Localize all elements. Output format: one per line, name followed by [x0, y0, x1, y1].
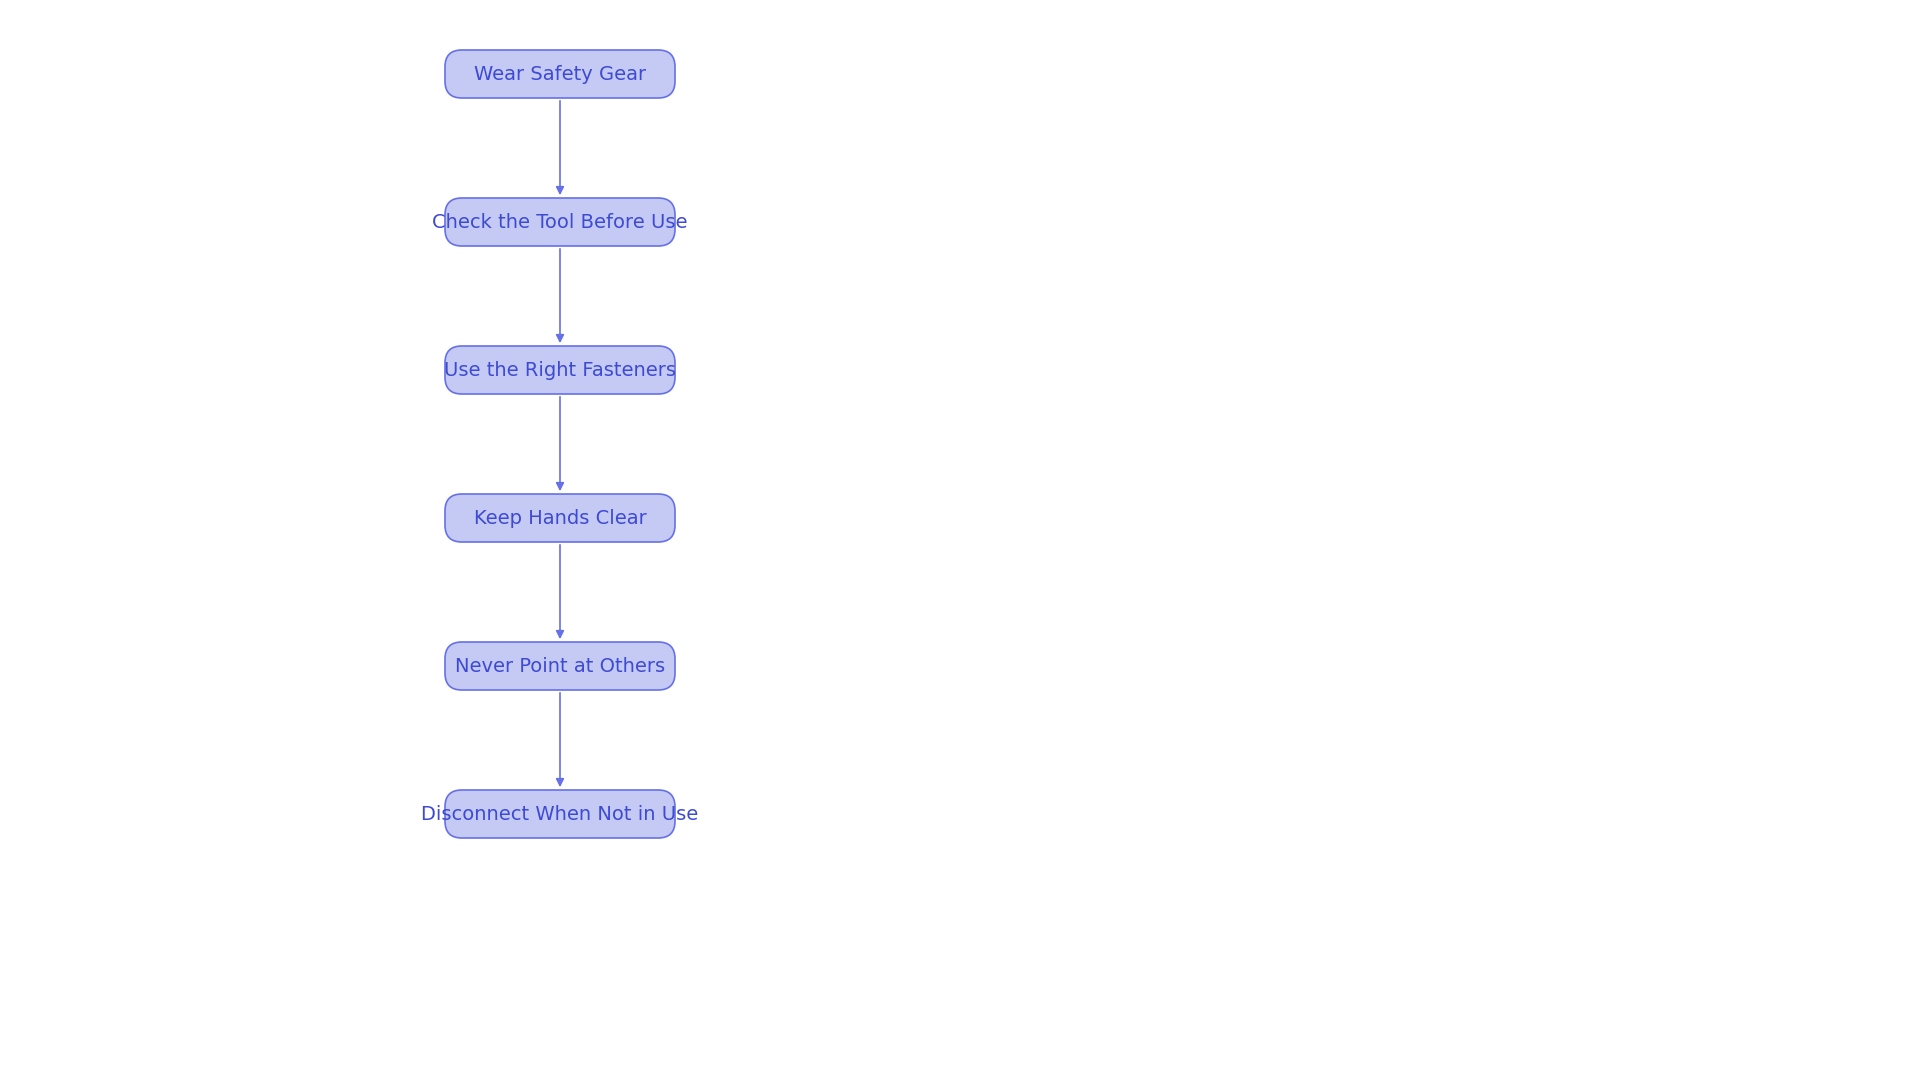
- FancyBboxPatch shape: [445, 198, 676, 246]
- FancyBboxPatch shape: [445, 345, 676, 394]
- Text: Use the Right Fasteners: Use the Right Fasteners: [444, 361, 676, 379]
- FancyBboxPatch shape: [445, 494, 676, 542]
- FancyBboxPatch shape: [445, 642, 676, 690]
- Text: Wear Safety Gear: Wear Safety Gear: [474, 65, 645, 83]
- FancyBboxPatch shape: [445, 50, 676, 97]
- Text: Check the Tool Before Use: Check the Tool Before Use: [432, 212, 687, 232]
- Text: Never Point at Others: Never Point at Others: [455, 656, 664, 676]
- Text: Disconnect When Not in Use: Disconnect When Not in Use: [420, 805, 699, 823]
- FancyBboxPatch shape: [445, 790, 676, 838]
- Text: Keep Hands Clear: Keep Hands Clear: [474, 509, 647, 527]
